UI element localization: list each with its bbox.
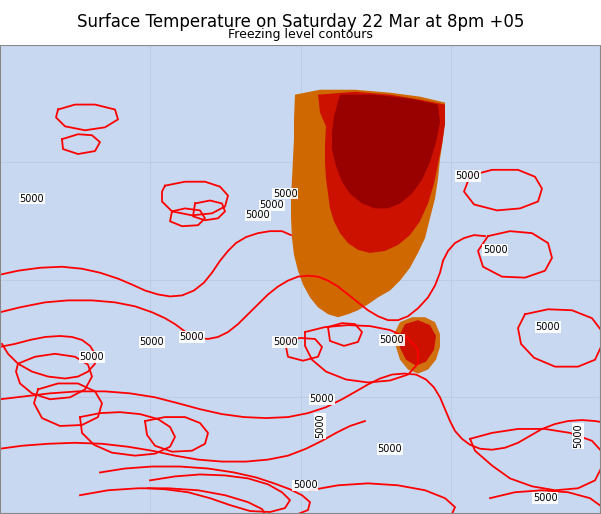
Text: 5000: 5000	[380, 335, 404, 345]
Text: 5000: 5000	[139, 337, 164, 347]
Text: 5000: 5000	[310, 394, 334, 405]
Polygon shape	[318, 91, 445, 253]
Text: 5000: 5000	[20, 194, 44, 204]
Text: 5000: 5000	[315, 414, 325, 438]
Text: 5000: 5000	[483, 245, 507, 255]
Text: 5000: 5000	[456, 171, 480, 181]
Polygon shape	[291, 90, 445, 317]
Text: 5000: 5000	[80, 352, 105, 362]
Text: Freezing level contours: Freezing level contours	[228, 28, 373, 41]
Text: 5000: 5000	[293, 480, 317, 490]
Text: 5000: 5000	[535, 322, 560, 332]
Text: Surface Temperature on Saturday 22 Mar at 8pm +05: Surface Temperature on Saturday 22 Mar a…	[77, 13, 524, 31]
Text: 5000: 5000	[532, 493, 557, 503]
Text: 5000: 5000	[573, 424, 583, 448]
Polygon shape	[399, 320, 436, 365]
Polygon shape	[394, 317, 440, 374]
Text: 5000: 5000	[377, 444, 402, 454]
Polygon shape	[332, 95, 440, 208]
Text: 5000: 5000	[260, 200, 284, 210]
Text: 5000: 5000	[246, 210, 270, 221]
Text: 5000: 5000	[180, 332, 204, 342]
Text: 5000: 5000	[273, 189, 297, 198]
Text: 5000: 5000	[273, 337, 297, 347]
